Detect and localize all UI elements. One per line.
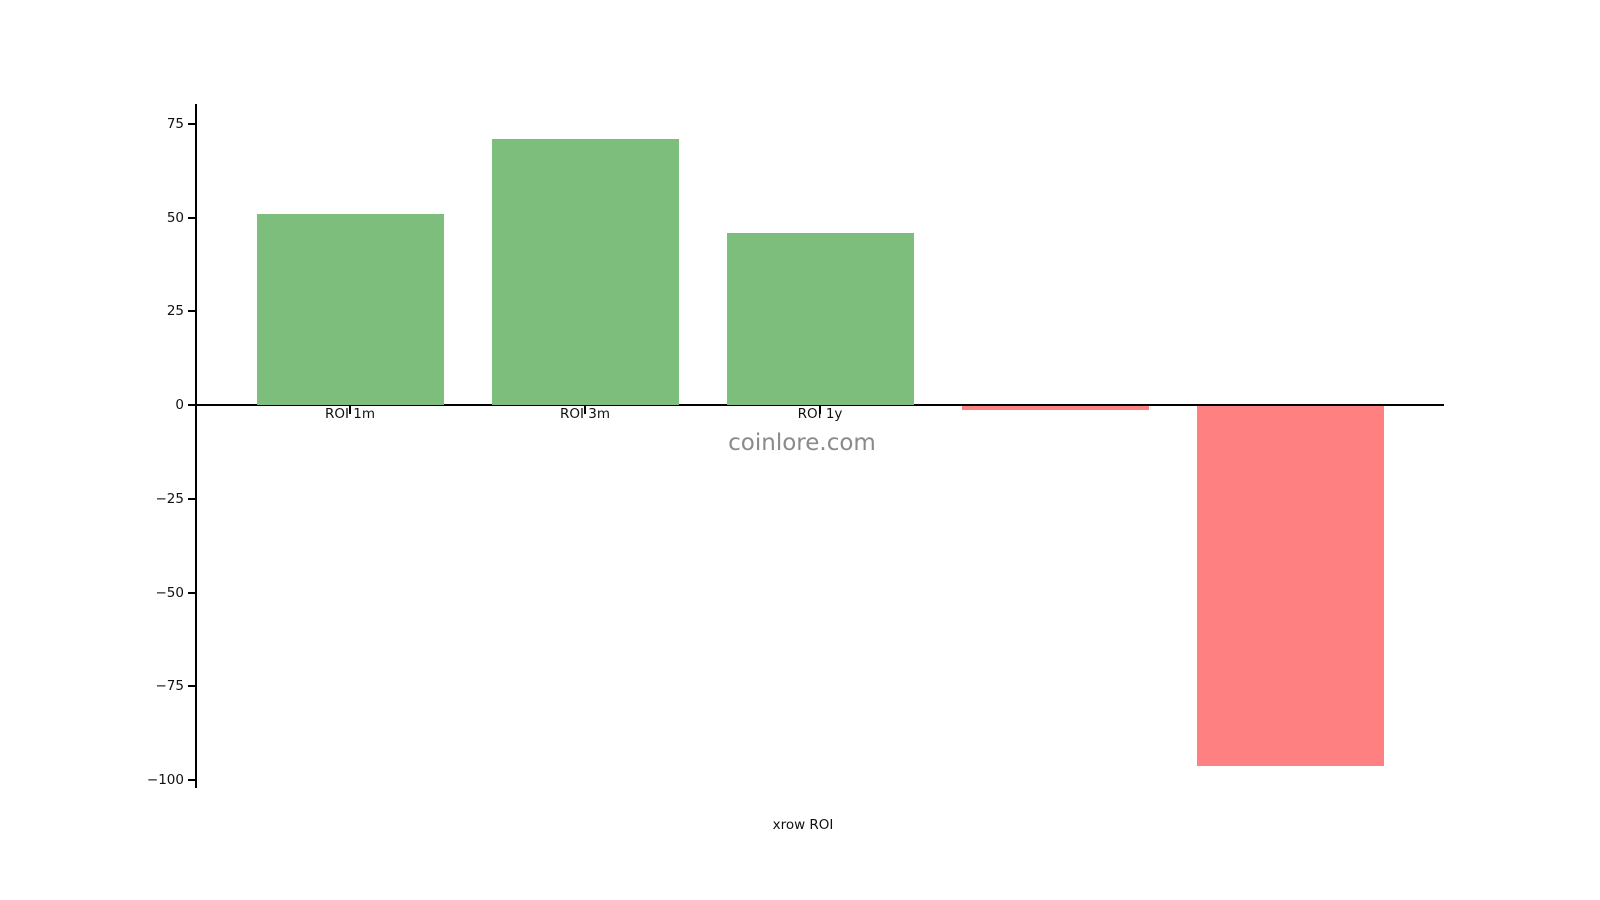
y-tick-mark: [188, 404, 195, 406]
y-tick-label: 25: [166, 303, 184, 320]
watermark-text: coinlore.com: [728, 430, 876, 456]
y-tick-mark: [188, 122, 195, 125]
y-tick-mark: [188, 497, 195, 500]
y-tick-mark: [188, 310, 195, 313]
x-axis-line: [195, 404, 1444, 406]
y-tick-label: 0: [175, 397, 184, 413]
bar-unlabeled-4: [961, 406, 1149, 410]
y-tick-label: 75: [166, 115, 184, 132]
bar-unlabeled-5: [1196, 406, 1384, 766]
y-tick-mark: [188, 779, 195, 781]
y-tick-label: −25: [155, 490, 185, 507]
y-tick-label: −50: [155, 584, 185, 601]
x-axis-title: xrow ROI: [772, 817, 834, 833]
y-tick-mark: [188, 685, 195, 688]
x-tick-label: ROI 1m: [324, 406, 376, 422]
x-tick-label: ROI 3m: [559, 406, 611, 422]
y-tick-label: −75: [155, 678, 185, 695]
x-tick-label: ROI 1y: [797, 406, 843, 422]
bar-roi-1y: [726, 232, 914, 405]
y-axis-line: [195, 104, 197, 788]
bar-roi-3m: [491, 138, 679, 405]
x-tick-mark: [584, 406, 586, 414]
x-tick-mark: [349, 406, 351, 414]
y-tick-mark: [188, 591, 195, 594]
bar-roi-1m: [256, 213, 444, 405]
y-tick-label: 50: [166, 209, 184, 226]
y-tick-mark: [188, 216, 195, 219]
y-tick-label: −100: [146, 772, 184, 788]
x-tick-mark: [819, 406, 821, 414]
